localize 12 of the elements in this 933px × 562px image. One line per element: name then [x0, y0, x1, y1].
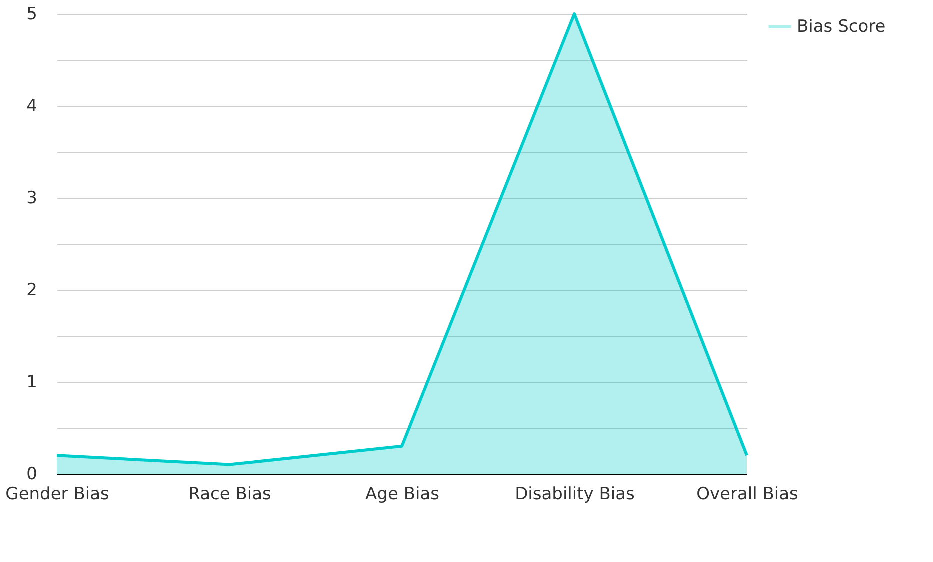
legend-label: Bias Score [797, 17, 886, 37]
x-tick-label: Gender Bias [6, 484, 110, 504]
x-tick-label: Disability Bias [515, 484, 636, 504]
y-tick-label: 4 [26, 96, 38, 116]
y-tick-label: 0 [26, 464, 38, 484]
x-tick-label: Age Bias [366, 484, 440, 504]
y-tick-label: 3 [26, 188, 38, 208]
y-tick-label: 5 [26, 4, 38, 24]
x-tick-label: Overall Bias [696, 484, 799, 504]
y-tick-label: 2 [26, 280, 38, 300]
x-tick-label: Race Bias [188, 484, 272, 504]
y-tick-label: 1 [26, 372, 38, 392]
